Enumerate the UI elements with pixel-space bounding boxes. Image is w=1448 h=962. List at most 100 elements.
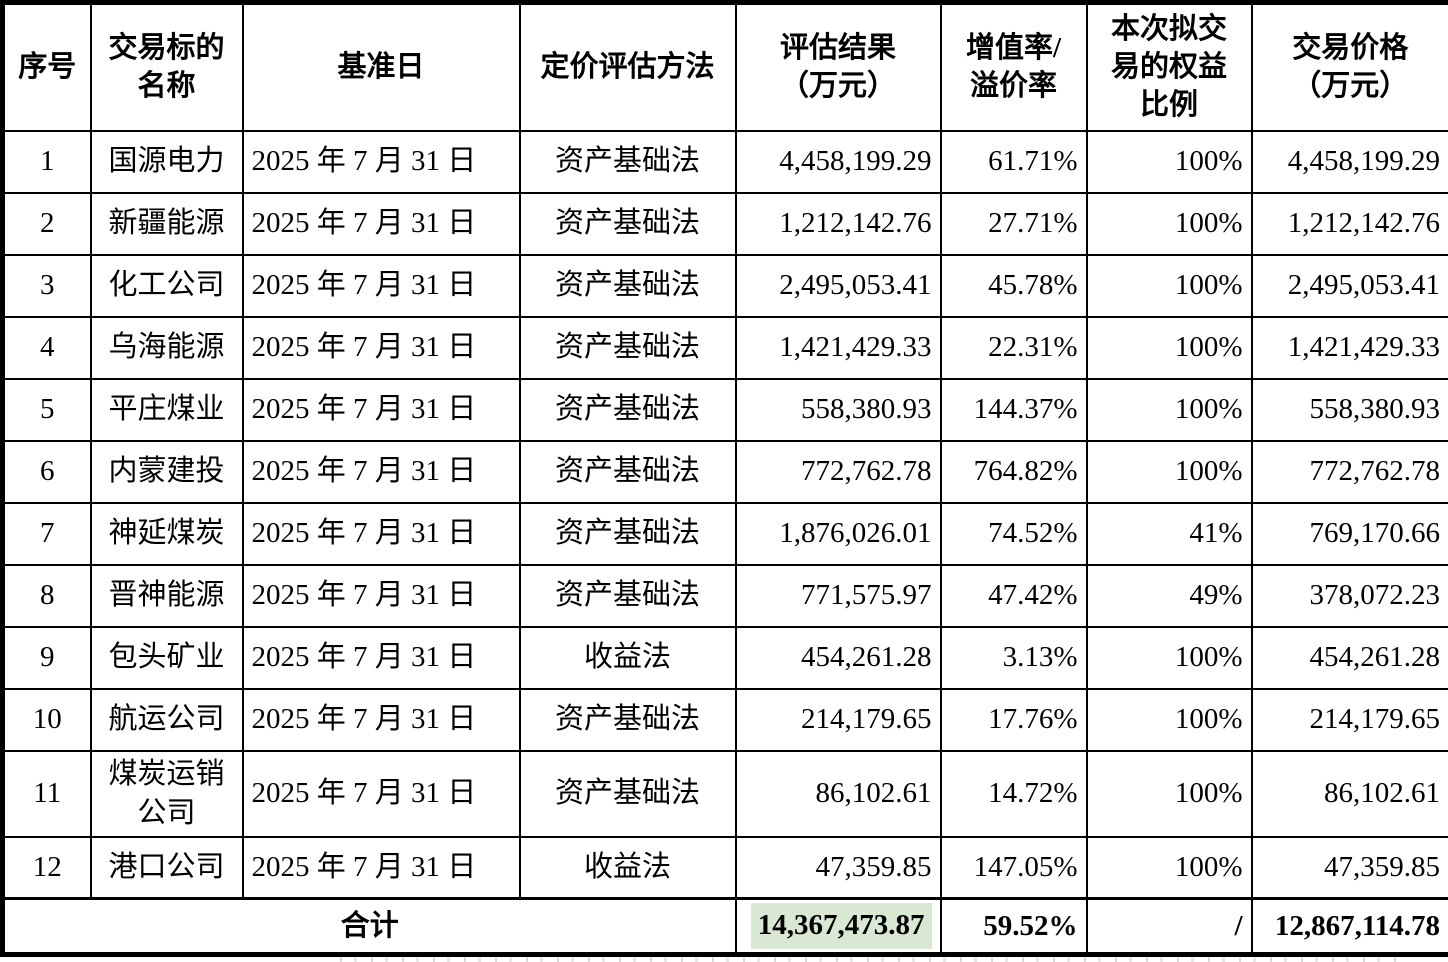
- cell-result: 772,762.78: [734, 439, 942, 504]
- cell-method: 资产基础法: [518, 687, 737, 752]
- header-row: 序号 交易标的 名称 基准日 定价评估方法 评估结果 （万元） 增值率/ 溢价率…: [1, 1, 1448, 132]
- table-row: 10 航运公司 2025 年 7 月 31 日 资产基础法 214,179.65…: [1, 687, 1448, 752]
- cell-target-name: 煤炭运销公司: [89, 749, 244, 838]
- cell-ratio: 100%: [1085, 377, 1253, 442]
- cell-target-name: 包头矿业: [89, 625, 244, 690]
- header-transaction-price: 交易价格 （万元）: [1250, 1, 1448, 132]
- cell-target-name: 化工公司: [89, 253, 244, 318]
- cell-method: 收益法: [518, 835, 737, 900]
- cell-target-name: 航运公司: [89, 687, 244, 752]
- cell-price: 378,072.23: [1250, 563, 1448, 628]
- clipped-next-line-artifact: [340, 957, 1408, 962]
- header-base-date: 基准日: [241, 1, 521, 132]
- cell-method: 资产基础法: [518, 501, 737, 566]
- cell-no: 8: [1, 563, 92, 628]
- cell-price: 454,261.28: [1250, 625, 1448, 690]
- cell-ratio: 100%: [1085, 749, 1253, 838]
- header-premium-rate: 增值率/ 溢价率: [939, 1, 1088, 132]
- cell-no: 12: [1, 835, 92, 900]
- cell-target-name: 晋神能源: [89, 563, 244, 628]
- cell-base-date: 2025 年 7 月 31 日: [241, 253, 521, 318]
- total-result: 14,367,473.87: [734, 897, 942, 956]
- cell-no: 9: [1, 625, 92, 690]
- cell-target-name: 港口公司: [89, 835, 244, 900]
- cell-target-name: 神延煤炭: [89, 501, 244, 566]
- cell-price: 1,421,429.33: [1250, 315, 1448, 380]
- cell-method: 资产基础法: [518, 129, 737, 194]
- cell-result: 4,458,199.29: [734, 129, 942, 194]
- cell-ratio: 100%: [1085, 439, 1253, 504]
- cell-result: 1,212,142.76: [734, 191, 942, 256]
- header-equity-ratio: 本次拟交 易的权益 比例: [1085, 1, 1253, 132]
- table-row: 11 煤炭运销公司 2025 年 7 月 31 日 资产基础法 86,102.6…: [1, 749, 1448, 838]
- table-row: 9 包头矿业 2025 年 7 月 31 日 收益法 454,261.28 3.…: [1, 625, 1448, 690]
- cell-price: 214,179.65: [1250, 687, 1448, 752]
- header-target-name: 交易标的 名称: [89, 1, 244, 132]
- cell-result: 47,359.85: [734, 835, 942, 900]
- cell-ratio: 100%: [1085, 191, 1253, 256]
- cell-target-name: 国源电力: [89, 129, 244, 194]
- total-row: 合计 14,367,473.87 59.52% / 12,867,114.78: [1, 897, 1448, 956]
- cell-price: 4,458,199.29: [1250, 129, 1448, 194]
- header-valuation-result: 评估结果 （万元）: [734, 1, 942, 132]
- cell-rate: 3.13%: [939, 625, 1088, 690]
- cell-ratio: 100%: [1085, 129, 1253, 194]
- cell-price: 86,102.61: [1250, 749, 1448, 838]
- cell-method: 资产基础法: [518, 191, 737, 256]
- cell-price: 2,495,053.41: [1250, 253, 1448, 318]
- cell-no: 7: [1, 501, 92, 566]
- cell-result: 454,261.28: [734, 625, 942, 690]
- cell-base-date: 2025 年 7 月 31 日: [241, 315, 521, 380]
- cell-method: 资产基础法: [518, 749, 737, 838]
- cell-rate: 47.42%: [939, 563, 1088, 628]
- cell-base-date: 2025 年 7 月 31 日: [241, 749, 521, 838]
- cell-price: 1,212,142.76: [1250, 191, 1448, 256]
- cell-base-date: 2025 年 7 月 31 日: [241, 687, 521, 752]
- cell-rate: 74.52%: [939, 501, 1088, 566]
- cell-price: 47,359.85: [1250, 835, 1448, 900]
- cell-ratio: 100%: [1085, 835, 1253, 900]
- table-row: 4 乌海能源 2025 年 7 月 31 日 资产基础法 1,421,429.3…: [1, 315, 1448, 380]
- cell-rate: 17.76%: [939, 687, 1088, 752]
- cell-base-date: 2025 年 7 月 31 日: [241, 625, 521, 690]
- cell-base-date: 2025 年 7 月 31 日: [241, 835, 521, 900]
- highlighted-total-result: 14,367,473.87: [750, 903, 932, 949]
- cell-no: 3: [1, 253, 92, 318]
- table-row: 8 晋神能源 2025 年 7 月 31 日 资产基础法 771,575.97 …: [1, 563, 1448, 628]
- cell-rate: 22.31%: [939, 315, 1088, 380]
- cell-no: 5: [1, 377, 92, 442]
- cell-result: 86,102.61: [734, 749, 942, 838]
- cell-no: 1: [1, 129, 92, 194]
- cell-rate: 61.71%: [939, 129, 1088, 194]
- cell-method: 资产基础法: [518, 253, 737, 318]
- cell-target-name: 乌海能源: [89, 315, 244, 380]
- cell-target-name: 内蒙建投: [89, 439, 244, 504]
- table-row: 1 国源电力 2025 年 7 月 31 日 资产基础法 4,458,199.2…: [1, 129, 1448, 194]
- table-row: 12 港口公司 2025 年 7 月 31 日 收益法 47,359.85 14…: [1, 835, 1448, 900]
- total-ratio: /: [1085, 897, 1253, 956]
- cell-no: 10: [1, 687, 92, 752]
- cell-base-date: 2025 年 7 月 31 日: [241, 563, 521, 628]
- table-row: 6 内蒙建投 2025 年 7 月 31 日 资产基础法 772,762.78 …: [1, 439, 1448, 504]
- cell-ratio: 100%: [1085, 253, 1253, 318]
- cell-method: 资产基础法: [518, 563, 737, 628]
- cell-method: 收益法: [518, 625, 737, 690]
- cell-base-date: 2025 年 7 月 31 日: [241, 501, 521, 566]
- cell-rate: 144.37%: [939, 377, 1088, 442]
- cell-method: 资产基础法: [518, 315, 737, 380]
- cell-target-name: 新疆能源: [89, 191, 244, 256]
- cell-no: 11: [1, 749, 92, 838]
- cell-base-date: 2025 年 7 月 31 日: [241, 439, 521, 504]
- cell-method: 资产基础法: [518, 377, 737, 442]
- cell-price: 769,170.66: [1250, 501, 1448, 566]
- cell-ratio: 100%: [1085, 687, 1253, 752]
- cell-result: 771,575.97: [734, 563, 942, 628]
- cell-ratio: 41%: [1085, 501, 1253, 566]
- cell-base-date: 2025 年 7 月 31 日: [241, 129, 521, 194]
- cell-method: 资产基础法: [518, 439, 737, 504]
- cell-rate: 27.71%: [939, 191, 1088, 256]
- cell-base-date: 2025 年 7 月 31 日: [241, 377, 521, 442]
- cell-result: 1,421,429.33: [734, 315, 942, 380]
- cell-no: 6: [1, 439, 92, 504]
